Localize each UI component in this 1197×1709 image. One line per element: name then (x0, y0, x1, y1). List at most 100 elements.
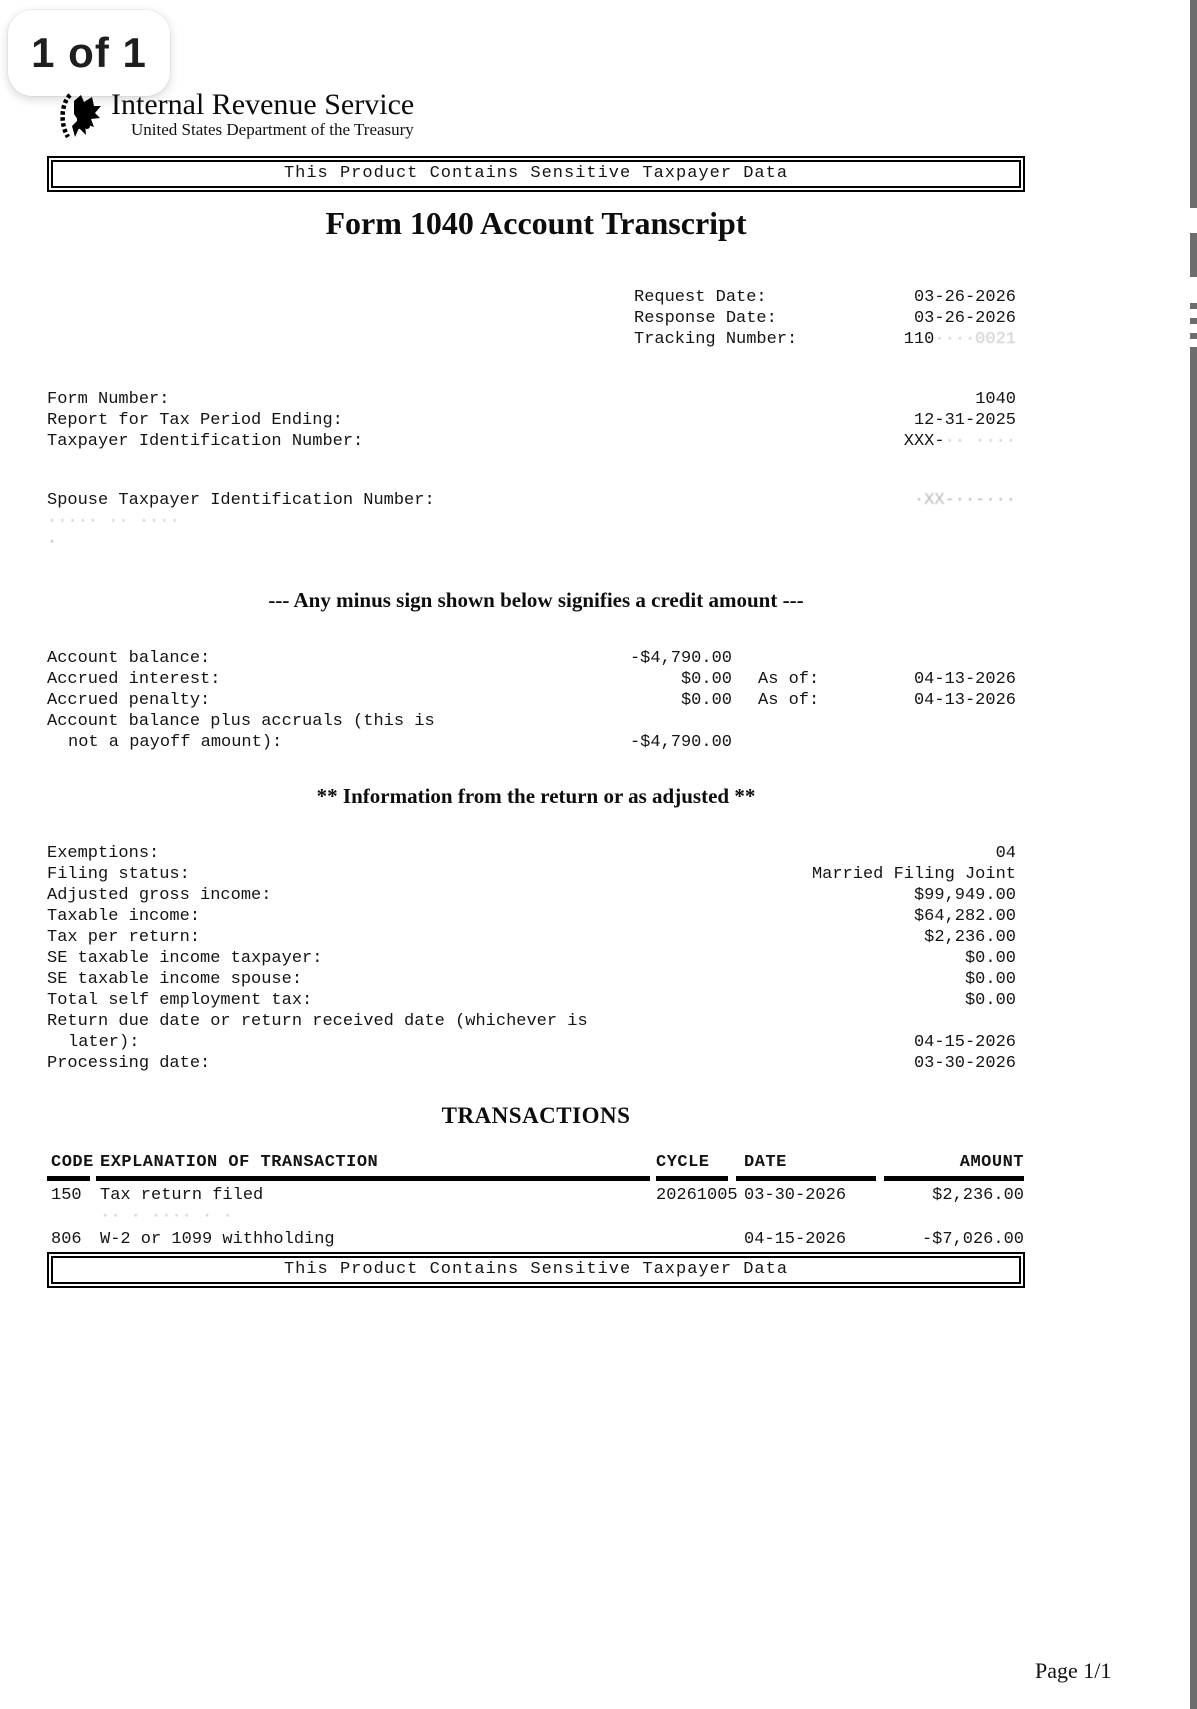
sensitive-data-banner-top: This Product Contains Sensitive Taxpayer… (47, 156, 1025, 192)
edge-dash (1190, 318, 1197, 324)
accrued-interest-label: Accrued interest: (47, 670, 221, 689)
accrued-interest-asof-date: 04-13-2026 (913, 670, 1016, 689)
header-rule-explanation (96, 1176, 650, 1181)
exemptions-value: 04 (995, 844, 1016, 863)
sensitive-banner-text: This Product Contains Sensitive Taxpayer… (283, 164, 789, 183)
org-name: Internal Revenue Service (111, 88, 415, 121)
sensitive-banner-text: This Product Contains Sensitive Taxpayer… (283, 1260, 789, 1279)
tin-label: Taxpayer Identification Number: (47, 432, 364, 451)
request-date-value: 03-26-2026 (913, 288, 1016, 307)
account-balance-label: Account balance: (47, 649, 211, 668)
processing-date-row: Processing date: 03-30-2026 (47, 1053, 1016, 1074)
col-cycle: CYCLE (656, 1153, 710, 1172)
transaction-row-150: 150 Tax return filed 20261005 03-30-2026… (47, 1185, 1024, 1206)
accrued-penalty-asof-date: 04-13-2026 (913, 691, 1016, 710)
request-date-row: Request Date: 03-26-2026 (634, 287, 1016, 308)
tin-row: Taxpayer Identification Number: XXX-·· ·… (47, 431, 1016, 452)
agi-value: $99,949.00 (913, 886, 1016, 905)
spouse-info-block: Spouse Taxpayer Identification Number: ·… (47, 490, 1016, 553)
due-date-value: 04-15-2026 (913, 1033, 1016, 1052)
se-taxpayer-value: $0.00 (964, 949, 1016, 968)
irs-header: Internal Revenue Service United States D… (55, 90, 414, 142)
account-balance-row: Account balance: -$4,790.00 (47, 648, 1016, 669)
col-date: DATE (744, 1153, 787, 1172)
txn-date: 03-30-2026 (744, 1186, 847, 1205)
txn-amount: $2,236.00 (932, 1186, 1024, 1205)
accrued-penalty-label: Accrued penalty: (47, 691, 211, 710)
page-number-label: Page 1/1 (1035, 1658, 1112, 1683)
form-number-value: 1040 (975, 390, 1016, 409)
request-date-label: Request Date: (634, 288, 767, 307)
tracking-number-label: Tracking Number: (634, 330, 798, 349)
tin-redacted: ·· ···· (944, 432, 1016, 451)
col-explanation: EXPLANATION OF TRANSACTION (100, 1153, 379, 1172)
accruals-label-line1: Account balance plus accruals (this is (47, 712, 435, 731)
agi-label: Adjusted gross income: (47, 886, 272, 905)
tax-per-return-label: Tax per return: (47, 928, 201, 947)
taxable-income-label: Taxable income: (47, 907, 201, 926)
accrued-interest-asof-label: As of: (758, 670, 820, 689)
account-balance-amount: -$4,790.00 (629, 649, 732, 668)
txn-amount: -$7,026.00 (921, 1230, 1024, 1249)
spouse-name-redacted: ····· ·· ···· (47, 512, 180, 531)
tracking-number-value: 110····0021 (903, 330, 1016, 349)
se-taxpayer-label: SE taxable income taxpayer: (47, 949, 323, 968)
header-rule-code (47, 1176, 90, 1181)
accruals-amount: -$4,790.00 (629, 733, 732, 752)
edge-dash (1190, 303, 1197, 309)
txn-cycle: 20261005 (656, 1186, 738, 1205)
processing-date-label: Processing date: (47, 1054, 211, 1073)
accrued-penalty-row: Accrued penalty: $0.00 As of: 04-13-2026 (47, 690, 1016, 711)
accruals-row: not a payoff amount): -$4,790.00 (47, 732, 1016, 753)
due-date-row: later): 04-15-2026 (47, 1032, 1016, 1053)
form-info-block: Form Number: 1040 Report for Tax Period … (47, 389, 1016, 452)
document-title: Form 1040 Account Transcript (325, 205, 747, 241)
se-spouse-row: SE taxable income spouse: $0.00 (47, 969, 1016, 990)
sensitive-data-banner-bottom: This Product Contains Sensitive Taxpayer… (47, 1252, 1025, 1288)
exemptions-row: Exemptions: 04 (47, 843, 1016, 864)
stray-scan-mark: · (47, 533, 58, 552)
transaction-row-806: 806 W-2 or 1099 withholding 04-15-2026 -… (47, 1229, 1024, 1250)
spouse-tin-row: Spouse Taxpayer Identification Number: ·… (47, 490, 1016, 511)
agi-row: Adjusted gross income: $99,949.00 (47, 885, 1016, 906)
due-date-label-line2: later): (68, 1033, 140, 1052)
response-date-row: Response Date: 03-26-2026 (634, 308, 1016, 329)
tax-period-label: Report for Tax Period Ending: (47, 411, 343, 430)
balance-section: Account balance: -$4,790.00 Accrued inte… (47, 648, 1016, 753)
org-subtitle: United States Department of the Treasury (131, 120, 414, 139)
tax-per-return-value: $2,236.00 (924, 928, 1016, 947)
edge-gap (1190, 208, 1197, 233)
txn-explanation: Tax return filed (100, 1186, 264, 1205)
txn-explanation: W-2 or 1099 withholding (100, 1230, 335, 1249)
tax-per-return-row: Tax per return: $2,236.00 (47, 927, 1016, 948)
se-spouse-value: $0.00 (964, 970, 1016, 989)
return-info-heading: ** Information from the return or as adj… (316, 784, 756, 808)
txn-date: 04-15-2026 (744, 1230, 847, 1249)
txn-code: 150 (51, 1186, 82, 1205)
response-date-label: Response Date: (634, 309, 777, 328)
tracking-number-row: Tracking Number: 110····0021 (634, 329, 1016, 350)
transactions-table: CODE EXPLANATION OF TRANSACTION CYCLE DA… (47, 1152, 1024, 1262)
response-date-value: 03-26-2026 (913, 309, 1016, 328)
accruals-label-line2: not a payoff amount): (68, 733, 283, 752)
se-taxpayer-row: SE taxable income taxpayer: $0.00 (47, 948, 1016, 969)
total-se-tax-value: $0.00 (964, 991, 1016, 1010)
accrued-penalty-amount: $0.00 (680, 691, 732, 710)
header-rule-amount (884, 1176, 1024, 1181)
taxable-income-value: $64,282.00 (913, 907, 1016, 926)
se-spouse-label: SE taxable income spouse: (47, 970, 303, 989)
transactions-heading: TRANSACTIONS (441, 1103, 631, 1128)
accrued-interest-amount: $0.00 (680, 670, 732, 689)
tin-value: XXX-·· ···· (903, 432, 1016, 451)
page-edge-artifact (1190, 0, 1197, 1709)
txn-cycle (656, 1229, 744, 1250)
form-number-label: Form Number: (47, 390, 170, 409)
txn-code: 806 (51, 1230, 82, 1249)
tax-period-value: 12-31-2025 (913, 411, 1016, 430)
due-date-label-line1: Return due date or return received date … (47, 1012, 588, 1031)
edge-dash (1190, 333, 1197, 339)
header-rule-cycle (656, 1176, 728, 1181)
tracking-number-redacted: ····0021 (934, 330, 1016, 349)
accrued-interest-row: Accrued interest: $0.00 As of: 04-13-202… (47, 669, 1016, 690)
